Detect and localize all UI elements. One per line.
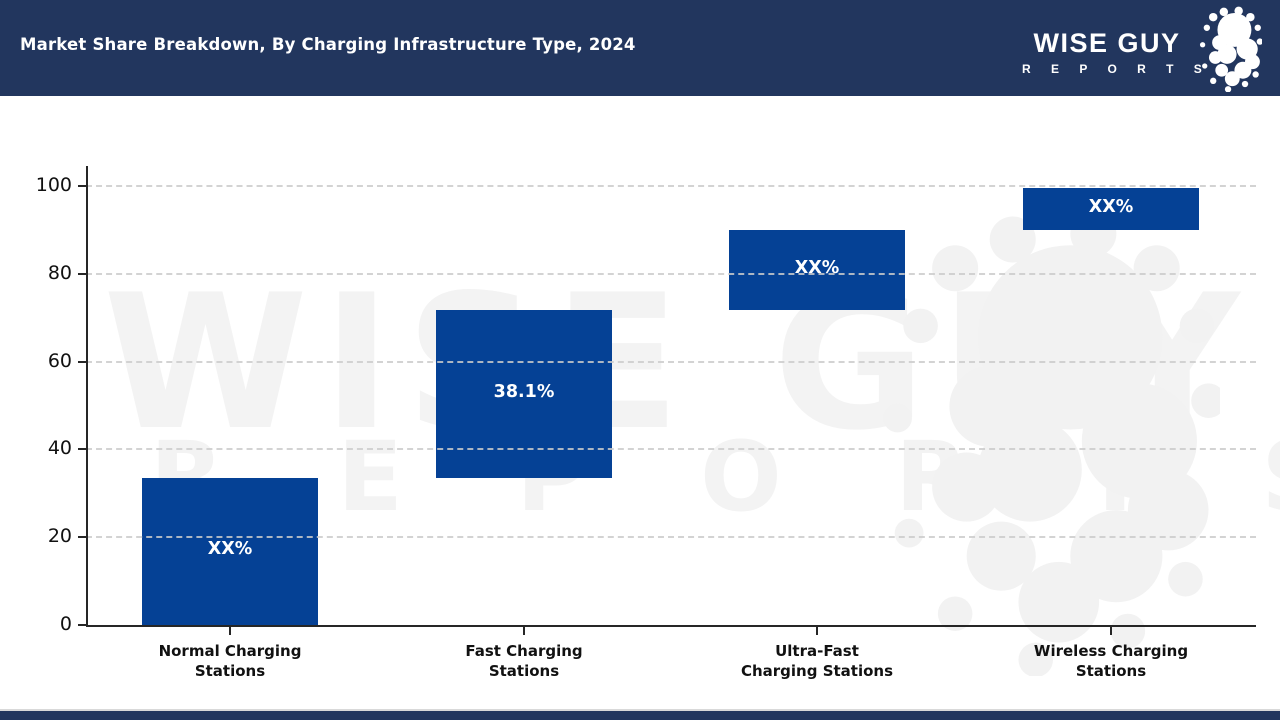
bar-value-label: XX% [1088,197,1134,218]
bar-value-label: 38.1% [493,381,555,402]
x-tick-mark [1110,627,1112,635]
gridline-100 [86,185,1256,187]
bar-1 [142,477,318,625]
y-tick-label: 80 [47,261,72,284]
x-tick-mark [523,627,525,635]
y-tick-label: 20 [47,525,72,548]
logo-subtitle: R E P O R T S [1022,62,1211,76]
y-tick-label: 60 [47,349,72,372]
watermark-wordmark: WISE GUY [103,254,1254,471]
category-label: Ultra-Fast Charging Stations [740,642,894,680]
y-tick-mark [78,536,86,539]
gridline-40 [86,448,1256,451]
y-tick-mark [78,272,86,275]
y-tick-mark [78,185,86,187]
bar-value-label: XX% [794,257,840,278]
x-tick-mark [229,627,231,635]
header-band: Market Share Breakdown, By Charging Infr… [0,0,1280,96]
x-axis-line [86,625,1256,627]
y-tick-label: 100 [35,174,72,196]
y-tick-mark [78,360,86,363]
y-tick-label: 0 [59,613,72,635]
footer-separator [0,709,1280,711]
category-label: Wireless Charging Stations [1033,642,1189,680]
gridline-80 [86,272,1256,275]
logo-text: WISE GUY R E P O R T S [1022,28,1211,76]
bar-value-label: XX% [207,539,253,560]
logo-wordmark: WISE GUY [1033,28,1181,58]
y-tick-label: 40 [47,437,72,460]
x-tick-mark [816,627,818,635]
gridline-60 [86,360,1256,363]
bar-3 [729,229,905,310]
footer-band [0,711,1280,720]
y-tick-mark [78,448,86,451]
y-axis-line [86,166,88,627]
gridline-20 [86,536,1256,539]
chart-title: Market Share Breakdown, By Charging Infr… [20,35,636,54]
dotted-head-icon [1199,6,1262,92]
plot-area: WISE GUY R E P O R T S [0,96,1280,720]
category-label: Normal Charging Stations [158,642,302,680]
watermark-subtitle: R E P O R T S [150,421,1280,533]
wise-guy-reports-logo: WISE GUY R E P O R T S [1022,4,1262,94]
category-label: Fast Charging Stations [465,642,583,680]
y-tick-mark [78,624,86,626]
